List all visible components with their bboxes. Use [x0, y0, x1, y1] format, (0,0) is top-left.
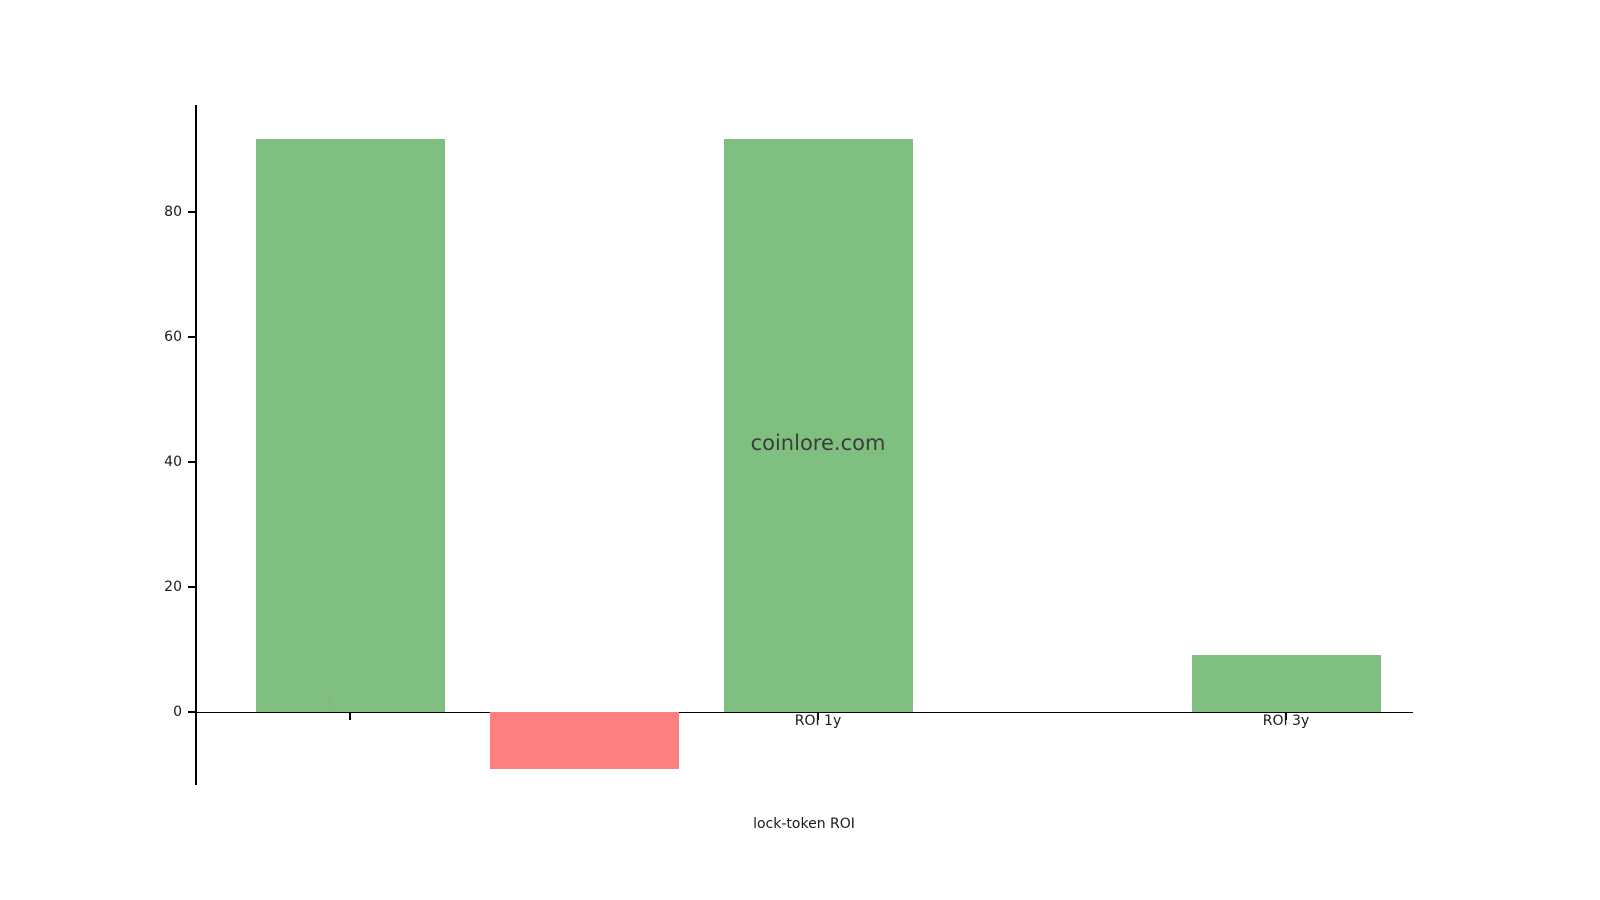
watermark-text: coinlore.com: [750, 431, 886, 455]
y-tick-label-40: 40: [164, 454, 182, 470]
x-axis-line: [196, 711, 1413, 713]
y-tick-label-60: 60: [164, 329, 182, 345]
y-tick-label-80: 80: [164, 204, 182, 220]
x-tick-mark-2: [817, 712, 819, 720]
y-tick-label-20: 20: [164, 579, 182, 595]
y-tick-mark-20: [188, 586, 195, 588]
y-axis-line: [195, 105, 197, 785]
y-tick-mark-40: [188, 461, 195, 463]
y-tick-mark-80: [188, 211, 195, 213]
y-tick-mark-60: [188, 336, 195, 338]
bar-pos-0: [255, 138, 445, 712]
x-tick-mark-0: [349, 712, 351, 720]
x-axis-title: lock-token ROI: [753, 816, 855, 832]
bar-pos-1: [489, 712, 679, 769]
x-tick-label-2: ROI 1y: [794, 713, 842, 729]
x-tick-label-0: /: [328, 697, 332, 707]
bar-roi-1y: [723, 138, 913, 712]
x-tick-label-4: ROI 3y: [1262, 713, 1310, 729]
y-tick-label-0: 0: [173, 704, 182, 720]
y-tick-mark-0: [188, 711, 195, 713]
bar-roi-3y: [1191, 655, 1381, 712]
x-tick-mark-4: [1285, 712, 1287, 720]
